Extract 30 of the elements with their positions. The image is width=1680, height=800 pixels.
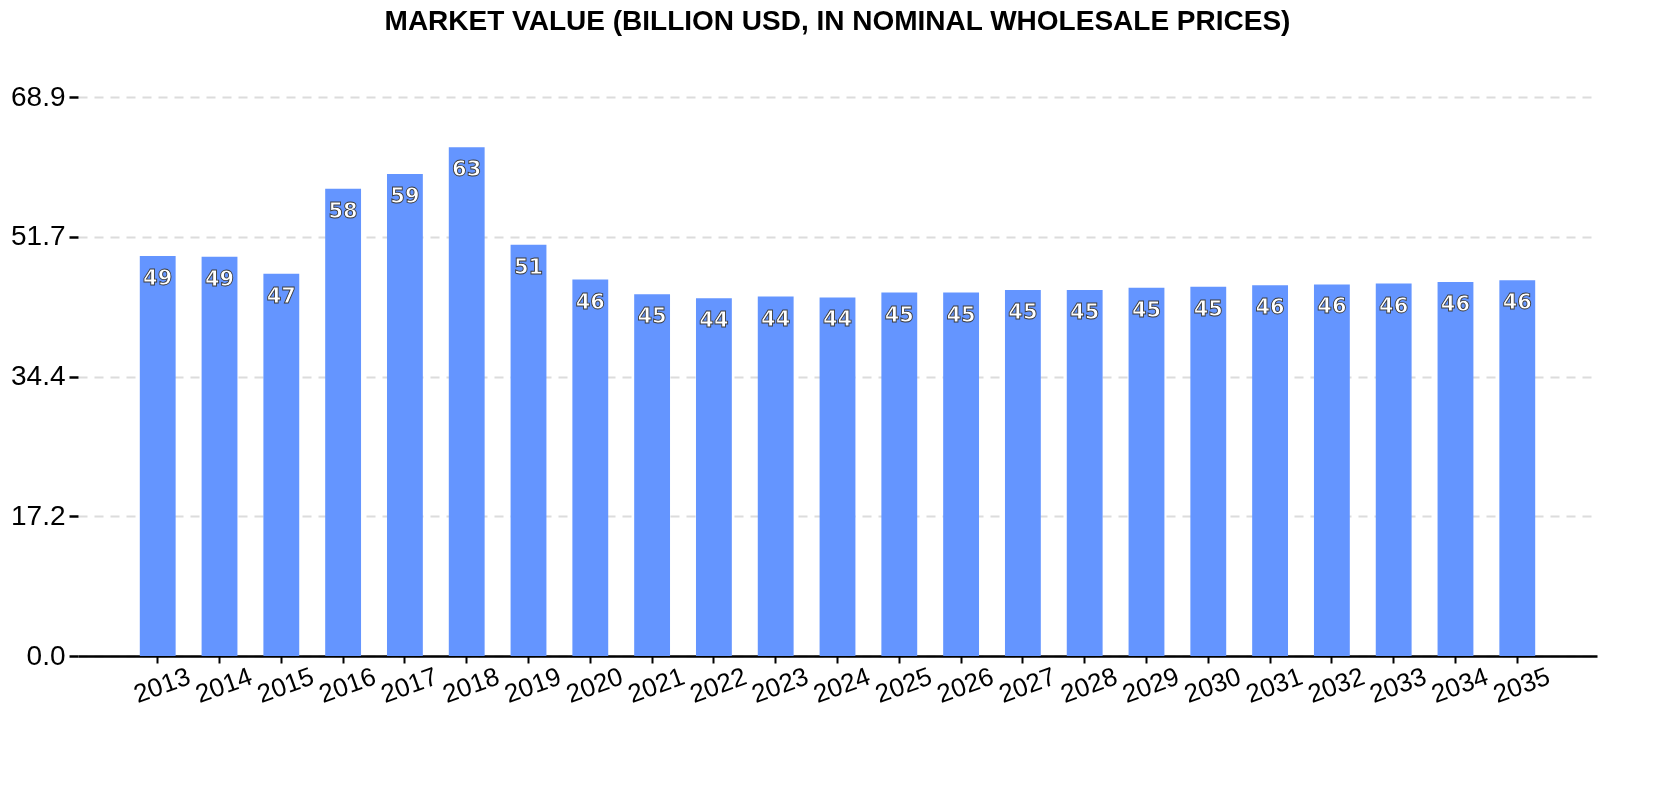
data-label: 51 [513, 254, 544, 279]
data-label: 49 [204, 266, 235, 291]
data-label: 45 [946, 302, 976, 327]
data-label: 49 [143, 266, 173, 291]
data-label: 58 [328, 198, 358, 223]
y-tick-label: 51.7 [11, 220, 66, 252]
data-label: 44 [699, 308, 729, 333]
data-label: 44 [761, 306, 791, 331]
data-label: 45 [884, 302, 914, 327]
data-label: 45 [1193, 296, 1223, 321]
data-label: 46 [1379, 293, 1409, 318]
chart-title: MARKET VALUE (BILLION USD, IN NOMINAL WHOLESALE PRICES) [384, 5, 1291, 36]
data-label: 63 [452, 157, 482, 182]
data-label: 46 [1502, 290, 1532, 315]
data-label: 46 [1317, 294, 1347, 319]
data-label: 45 [1070, 300, 1100, 325]
data-label: 46 [1255, 295, 1285, 320]
data-label: 59 [390, 184, 420, 209]
data-label: 47 [266, 283, 296, 308]
y-tick-label: 34.4 [11, 360, 66, 392]
y-tick-label: 17.2 [11, 499, 66, 531]
data-label: 46 [575, 289, 605, 314]
data-label: 45 [1131, 297, 1162, 322]
data-label: 45 [1008, 300, 1038, 325]
y-tick-label: 68.9 [11, 80, 66, 112]
x-tick-label: 2035 [1489, 660, 1554, 709]
y-tick-label: 0.0 [26, 639, 66, 671]
data-label: 45 [637, 304, 667, 329]
data-label: 46 [1440, 291, 1471, 316]
data-label: 44 [822, 307, 853, 332]
